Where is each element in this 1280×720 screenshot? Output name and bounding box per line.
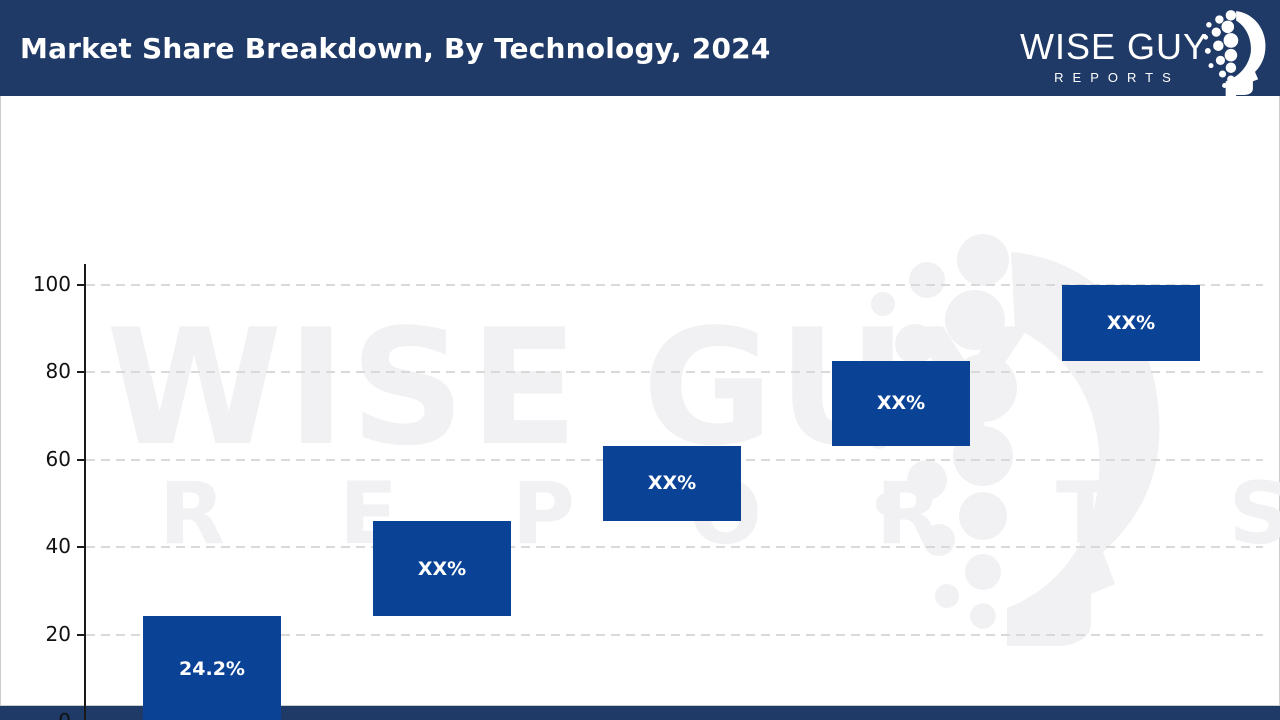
head-profile-icon — [1203, 10, 1266, 96]
y-tick-label: 40 — [45, 534, 71, 558]
gridline-40 — [86, 546, 1263, 548]
gridline-100 — [86, 283, 1263, 286]
footer-bar — [0, 706, 1280, 720]
header-bar: Market Share Breakdown, By Technology, 2… — [0, 0, 1280, 96]
chart-title: Market Share Breakdown, By Technology, 2… — [20, 31, 771, 65]
bar-1: 24.2% — [143, 616, 281, 720]
y-tick-mark — [77, 283, 85, 286]
y-tick-label: 80 — [45, 359, 71, 383]
bar-4: XX% — [832, 361, 970, 446]
bar-value-label: XX% — [647, 472, 697, 495]
y-tick-label: 0 — [19, 709, 71, 720]
y-axis-line — [84, 264, 86, 720]
bar-2: XX% — [373, 521, 511, 617]
logo-subtitle: REPORTS — [1054, 70, 1180, 85]
bar-value-label: XX% — [417, 557, 467, 580]
gridline-20 — [86, 633, 1263, 636]
y-tick-mark — [77, 633, 85, 636]
y-tick-mark — [77, 458, 85, 461]
y-tick-mark — [77, 371, 85, 373]
bar-value-label: XX% — [1106, 311, 1156, 334]
y-tick-label: 20 — [45, 621, 71, 646]
bar-5: XX% — [1062, 284, 1200, 362]
bar-value-label: 24.2% — [179, 658, 245, 681]
wise-guy-logo: WISE GUY REPORTS — [1016, 6, 1266, 96]
bar-value-label: XX% — [876, 392, 926, 415]
y-tick-mark — [77, 546, 85, 548]
y-tick-label: 60 — [45, 446, 71, 471]
logo-text: WISE GUY REPORTS — [1020, 26, 1208, 85]
logo-wordmark: WISE GUY — [1019, 26, 1208, 67]
chart-canvas: WISE GUY R E P O R T S 02040608010024.2%… — [0, 96, 1280, 720]
y-tick-label: 100 — [32, 271, 71, 296]
gridline-80 — [86, 371, 1263, 373]
bar-3: XX% — [603, 445, 741, 522]
